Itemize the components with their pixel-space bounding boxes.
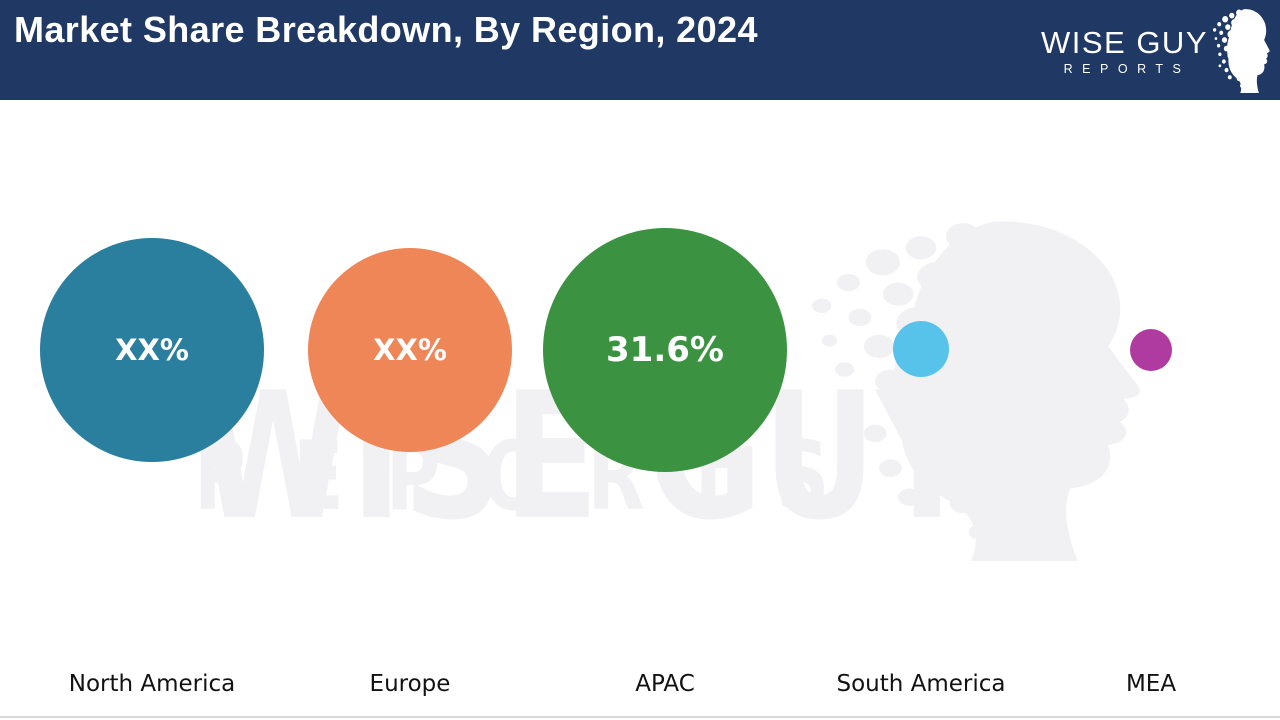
bubble-south-america [893, 321, 949, 377]
header: Market Share Breakdown, By Region, 2024 … [0, 0, 1280, 100]
bubble-mea [1130, 329, 1172, 371]
bubble-value-label: XX% [373, 333, 447, 367]
wise-guy-reports-logo: WISE GUY REPORTS [1041, 4, 1276, 96]
bubble-value-label: 31.6% [606, 330, 724, 370]
category-label-europe: Europe [369, 671, 451, 697]
category-label-south-america: South America [836, 671, 1006, 697]
logo-subtext: REPORTS [1063, 61, 1191, 76]
logo-wordmark: WISE GUY [1040, 24, 1208, 60]
category-label-mea: MEA [1125, 671, 1177, 697]
bottom-border-line [0, 716, 1280, 718]
logo-text: WISE GUY REPORTS [1041, 25, 1208, 76]
bubble-value-label: XX% [115, 333, 189, 367]
page-title: Market Share Breakdown, By Region, 2024 [14, 9, 758, 50]
bubble-europe: XX% [308, 248, 512, 452]
bubble-north-america: XX% [40, 238, 264, 462]
category-label-apac: APAC [635, 671, 695, 697]
category-label-north-america: North America [68, 671, 236, 697]
wise-guy-head-icon [1212, 9, 1270, 93]
bubble-apac: 31.6% [543, 228, 787, 472]
category-label-row: North America Europe APAC South America MEA [0, 671, 1280, 703]
